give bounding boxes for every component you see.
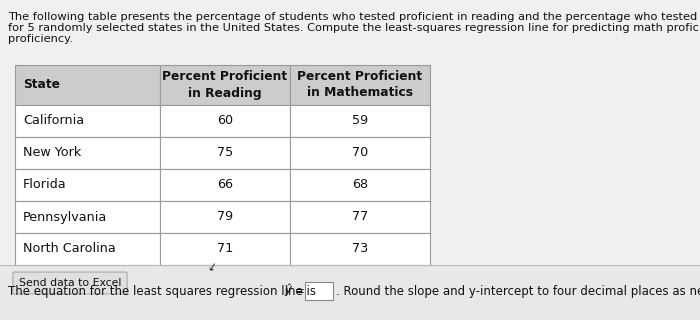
Text: Florida: Florida bbox=[23, 179, 66, 191]
Text: ŷ: ŷ bbox=[284, 283, 291, 295]
Text: . Round the slope and y-intercept to four decimal places as needed.: . Round the slope and y-intercept to fou… bbox=[336, 285, 700, 299]
Text: 77: 77 bbox=[352, 211, 368, 223]
Text: The following table presents the percentage of students who tested proficient in: The following table presents the percent… bbox=[8, 12, 700, 22]
Text: 73: 73 bbox=[352, 243, 368, 255]
Text: 71: 71 bbox=[217, 243, 233, 255]
Text: Send data to Excel: Send data to Excel bbox=[19, 278, 121, 288]
Text: North Carolina: North Carolina bbox=[23, 243, 116, 255]
Text: The equation for the least squares regression line is: The equation for the least squares regre… bbox=[8, 285, 320, 299]
Text: =: = bbox=[295, 285, 305, 299]
Text: for 5 randomly selected states in the United States. Compute the least-squares r: for 5 randomly selected states in the Un… bbox=[8, 23, 700, 33]
Text: 68: 68 bbox=[352, 179, 368, 191]
Text: California: California bbox=[23, 115, 84, 127]
Text: ↙: ↙ bbox=[206, 261, 218, 273]
Text: 75: 75 bbox=[217, 147, 233, 159]
Text: 66: 66 bbox=[217, 179, 233, 191]
Text: proficiency.: proficiency. bbox=[8, 34, 73, 44]
Text: 60: 60 bbox=[217, 115, 233, 127]
Text: State: State bbox=[23, 78, 60, 92]
Text: 59: 59 bbox=[352, 115, 368, 127]
Text: 79: 79 bbox=[217, 211, 233, 223]
Text: 70: 70 bbox=[352, 147, 368, 159]
Text: New York: New York bbox=[23, 147, 81, 159]
Text: Percent Proficient
in Reading: Percent Proficient in Reading bbox=[162, 70, 288, 100]
Text: Pennsylvania: Pennsylvania bbox=[23, 211, 107, 223]
Text: Percent Proficient
in Mathematics: Percent Proficient in Mathematics bbox=[298, 70, 423, 100]
